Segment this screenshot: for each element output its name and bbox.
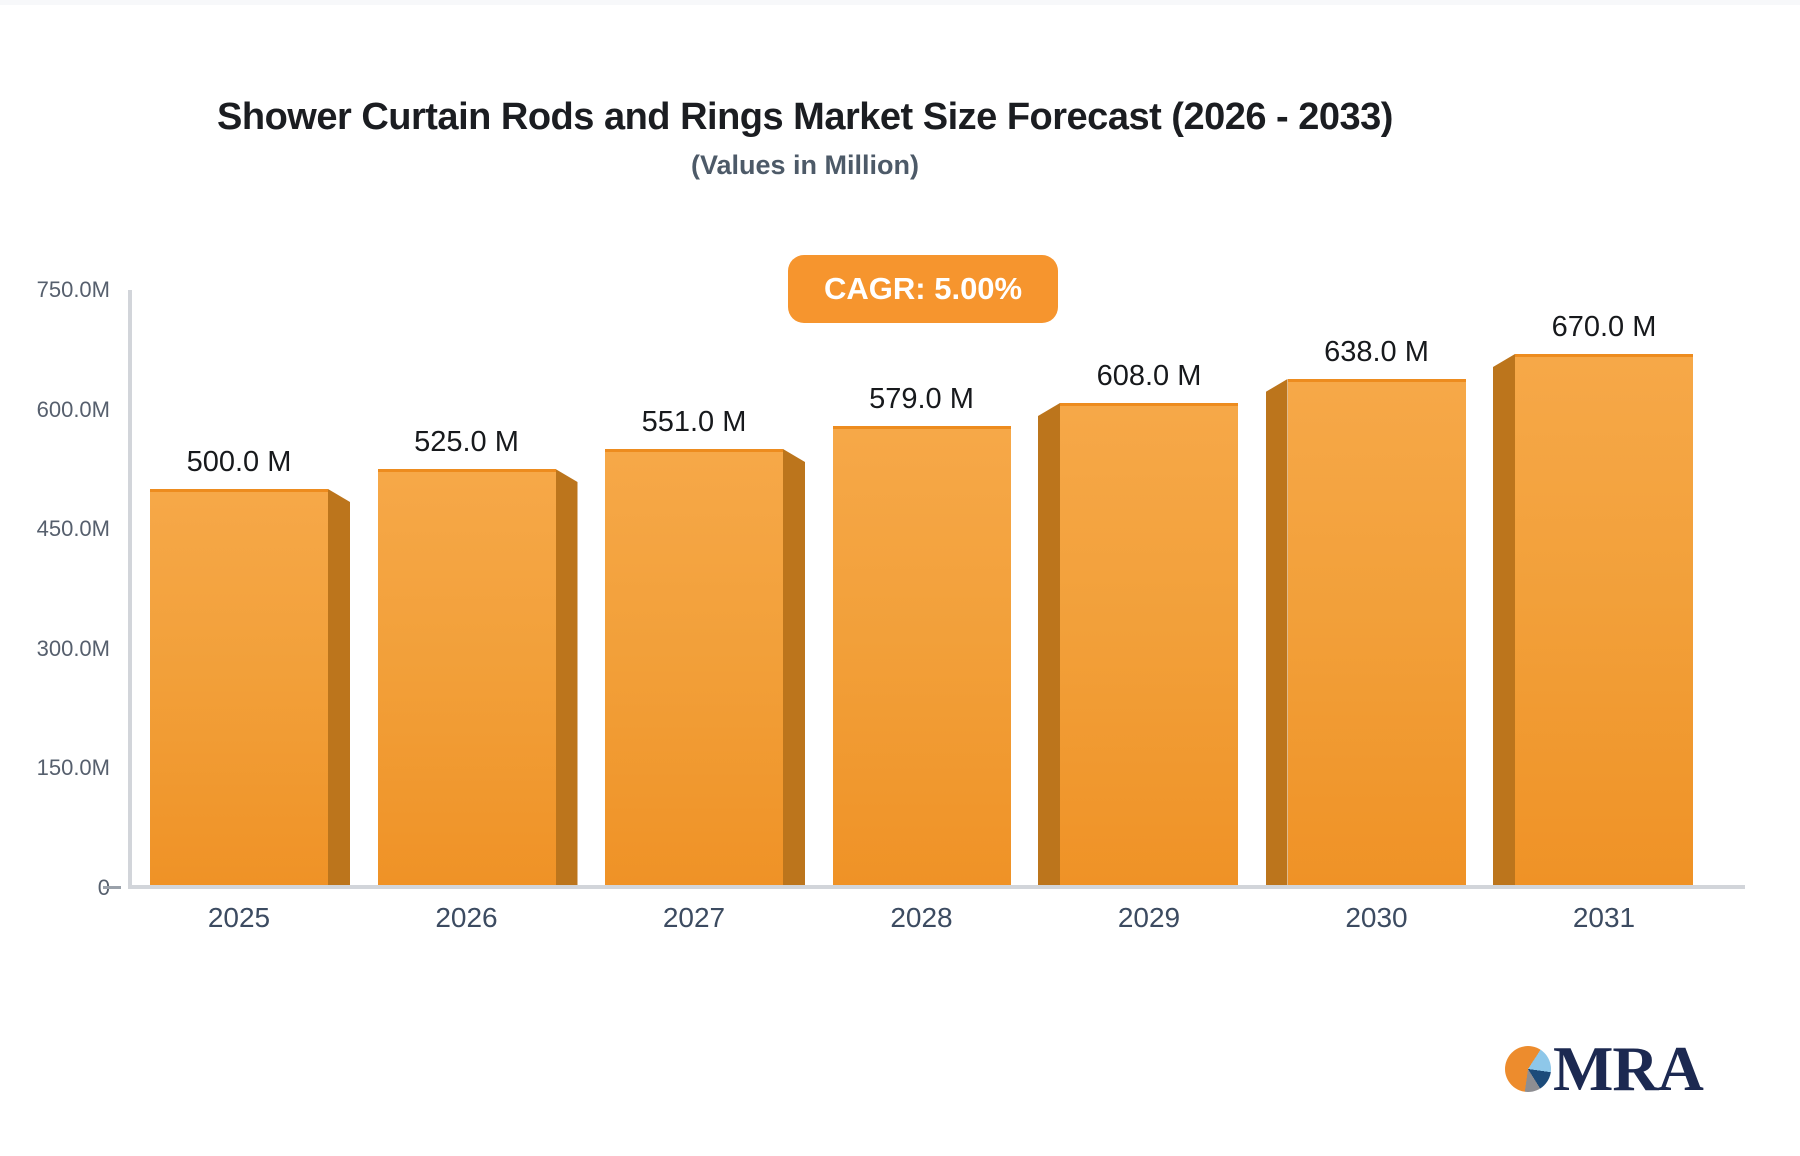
bar-3d-side-face xyxy=(328,489,350,888)
bar-3d-side-face xyxy=(1038,403,1060,888)
bar-3d-side-face xyxy=(555,469,578,888)
bar-2025 xyxy=(150,489,350,888)
x-axis-label: 2029 xyxy=(1117,902,1181,933)
bar-2029 xyxy=(1038,403,1238,888)
y-axis-line xyxy=(128,290,132,888)
x-axis-label: 2028 xyxy=(890,902,953,933)
y-axis-tick-label: 150.0M xyxy=(36,755,110,781)
bar-2026 xyxy=(377,469,578,888)
bar-face xyxy=(1060,403,1238,888)
bar-2031 xyxy=(1493,354,1693,888)
bar-2028 xyxy=(832,426,1011,888)
bar-value-label: 500.0 M xyxy=(186,446,292,478)
chart-title: Shower Curtain Rods and Rings Market Siz… xyxy=(217,96,1393,138)
bar-3d-side-face xyxy=(783,449,805,888)
bar-face xyxy=(377,469,556,888)
x-axis-label: 2025 xyxy=(207,902,271,933)
x-axis-label: 2026 xyxy=(435,902,498,933)
x-axis-label: 2027 xyxy=(662,902,726,933)
y-axis-tick-label: 300.0M xyxy=(36,635,110,661)
page-top-strip xyxy=(0,0,1800,5)
bar-face xyxy=(1287,379,1466,888)
bar-face xyxy=(150,489,328,888)
bar-3d-side-face xyxy=(1493,354,1515,888)
y-axis-tick-label: 600.0M xyxy=(36,396,110,422)
pie-chart-logo-icon xyxy=(1505,1046,1551,1092)
chart-subtitle: (Values in Million) xyxy=(690,150,920,180)
zero-tick-mark xyxy=(103,886,121,889)
y-axis-tick-label: 750.0M xyxy=(36,277,110,302)
bar-value-label: 551.0 M xyxy=(641,406,747,438)
bar-2030 xyxy=(1265,379,1466,888)
brand-logo-text: MRA xyxy=(1553,1033,1704,1104)
bar-face xyxy=(1515,354,1693,888)
bar-2027 xyxy=(605,449,805,888)
y-axis-tick-label: 450.0M xyxy=(36,516,110,542)
cagr-badge: CAGR: 5.00% xyxy=(788,255,1059,323)
bar-face xyxy=(605,449,783,888)
bar-value-label: 638.0 M xyxy=(1324,336,1429,368)
bar-value-label: 608.0 M xyxy=(1096,360,1202,392)
bar-3d-side-face xyxy=(1265,379,1288,888)
x-axis-label: 2030 xyxy=(1345,902,1408,933)
bar-value-label: 670.0 M xyxy=(1551,311,1657,343)
bar-value-label: 579.0 M xyxy=(869,383,974,415)
x-axis-baseline xyxy=(128,885,1745,889)
y-axis-tick-label: 0 xyxy=(10,875,110,901)
bar-value-label: 525.0 M xyxy=(414,426,519,458)
brand-logo: MRA xyxy=(1505,1033,1704,1104)
x-axis-label: 2031 xyxy=(1572,902,1636,933)
bar-face xyxy=(832,426,1011,888)
